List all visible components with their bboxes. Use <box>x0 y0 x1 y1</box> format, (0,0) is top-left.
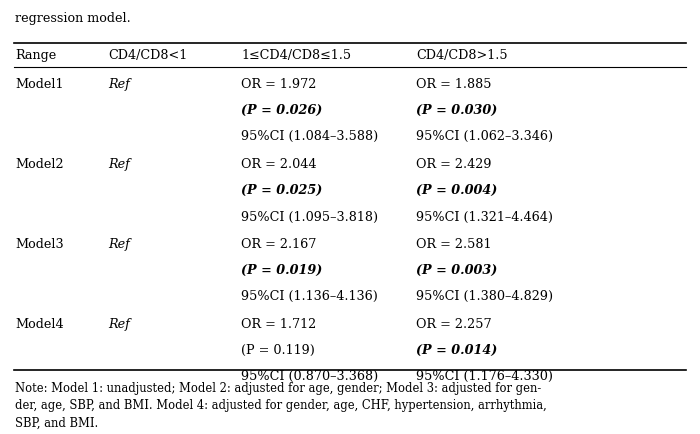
Text: (P = 0.003): (P = 0.003) <box>416 264 498 277</box>
Text: 95%CI (0.870–3.368): 95%CI (0.870–3.368) <box>241 370 379 383</box>
Text: OR = 2.257: OR = 2.257 <box>416 318 492 331</box>
Text: OR = 1.972: OR = 1.972 <box>241 78 317 91</box>
Text: OR = 1.712: OR = 1.712 <box>241 318 316 331</box>
Text: OR = 2.581: OR = 2.581 <box>416 238 492 251</box>
Text: (P = 0.119): (P = 0.119) <box>241 344 316 357</box>
Text: Model1: Model1 <box>15 78 64 91</box>
Text: (P = 0.019): (P = 0.019) <box>241 264 323 277</box>
Text: der, age, SBP, and BMI. Model 4: adjusted for gender, age, CHF, hypertension, ar: der, age, SBP, and BMI. Model 4: adjuste… <box>15 399 547 412</box>
Text: OR = 2.167: OR = 2.167 <box>241 238 317 251</box>
Text: (P = 0.030): (P = 0.030) <box>416 104 498 117</box>
Text: Ref: Ref <box>108 238 130 251</box>
Text: 1≤CD4/CD8≤1.5: 1≤CD4/CD8≤1.5 <box>241 49 351 62</box>
Text: Model2: Model2 <box>15 158 64 171</box>
Text: (P = 0.004): (P = 0.004) <box>416 184 498 197</box>
Text: 95%CI (1.062–3.346): 95%CI (1.062–3.346) <box>416 130 554 143</box>
Text: 95%CI (1.380–4.829): 95%CI (1.380–4.829) <box>416 290 554 303</box>
Text: 95%CI (1.084–3.588): 95%CI (1.084–3.588) <box>241 130 379 143</box>
Text: (P = 0.014): (P = 0.014) <box>416 344 498 357</box>
Text: OR = 2.044: OR = 2.044 <box>241 158 317 171</box>
Text: 95%CI (1.321–4.464): 95%CI (1.321–4.464) <box>416 210 554 224</box>
Text: CD4/CD8<1: CD4/CD8<1 <box>108 49 188 62</box>
Text: (P = 0.026): (P = 0.026) <box>241 104 323 117</box>
Text: SBP, and BMI.: SBP, and BMI. <box>15 417 99 430</box>
Text: (P = 0.025): (P = 0.025) <box>241 184 323 197</box>
Text: 95%CI (1.095–3.818): 95%CI (1.095–3.818) <box>241 210 379 224</box>
Text: Note: Model 1: unadjusted; Model 2: adjusted for age, gender; Model 3: adjusted : Note: Model 1: unadjusted; Model 2: adju… <box>15 382 542 395</box>
Text: 95%CI (1.176–4.330): 95%CI (1.176–4.330) <box>416 370 554 383</box>
Text: Ref: Ref <box>108 158 130 171</box>
Text: Ref: Ref <box>108 78 130 91</box>
Text: regression model.: regression model. <box>15 12 131 25</box>
Text: OR = 1.885: OR = 1.885 <box>416 78 492 91</box>
Text: Ref: Ref <box>108 318 130 331</box>
Text: 95%CI (1.136–4.136): 95%CI (1.136–4.136) <box>241 290 379 303</box>
Text: CD4/CD8>1.5: CD4/CD8>1.5 <box>416 49 508 62</box>
Text: OR = 2.429: OR = 2.429 <box>416 158 492 171</box>
Text: Model3: Model3 <box>15 238 64 251</box>
Text: Model4: Model4 <box>15 318 64 331</box>
Text: Range: Range <box>15 49 57 62</box>
